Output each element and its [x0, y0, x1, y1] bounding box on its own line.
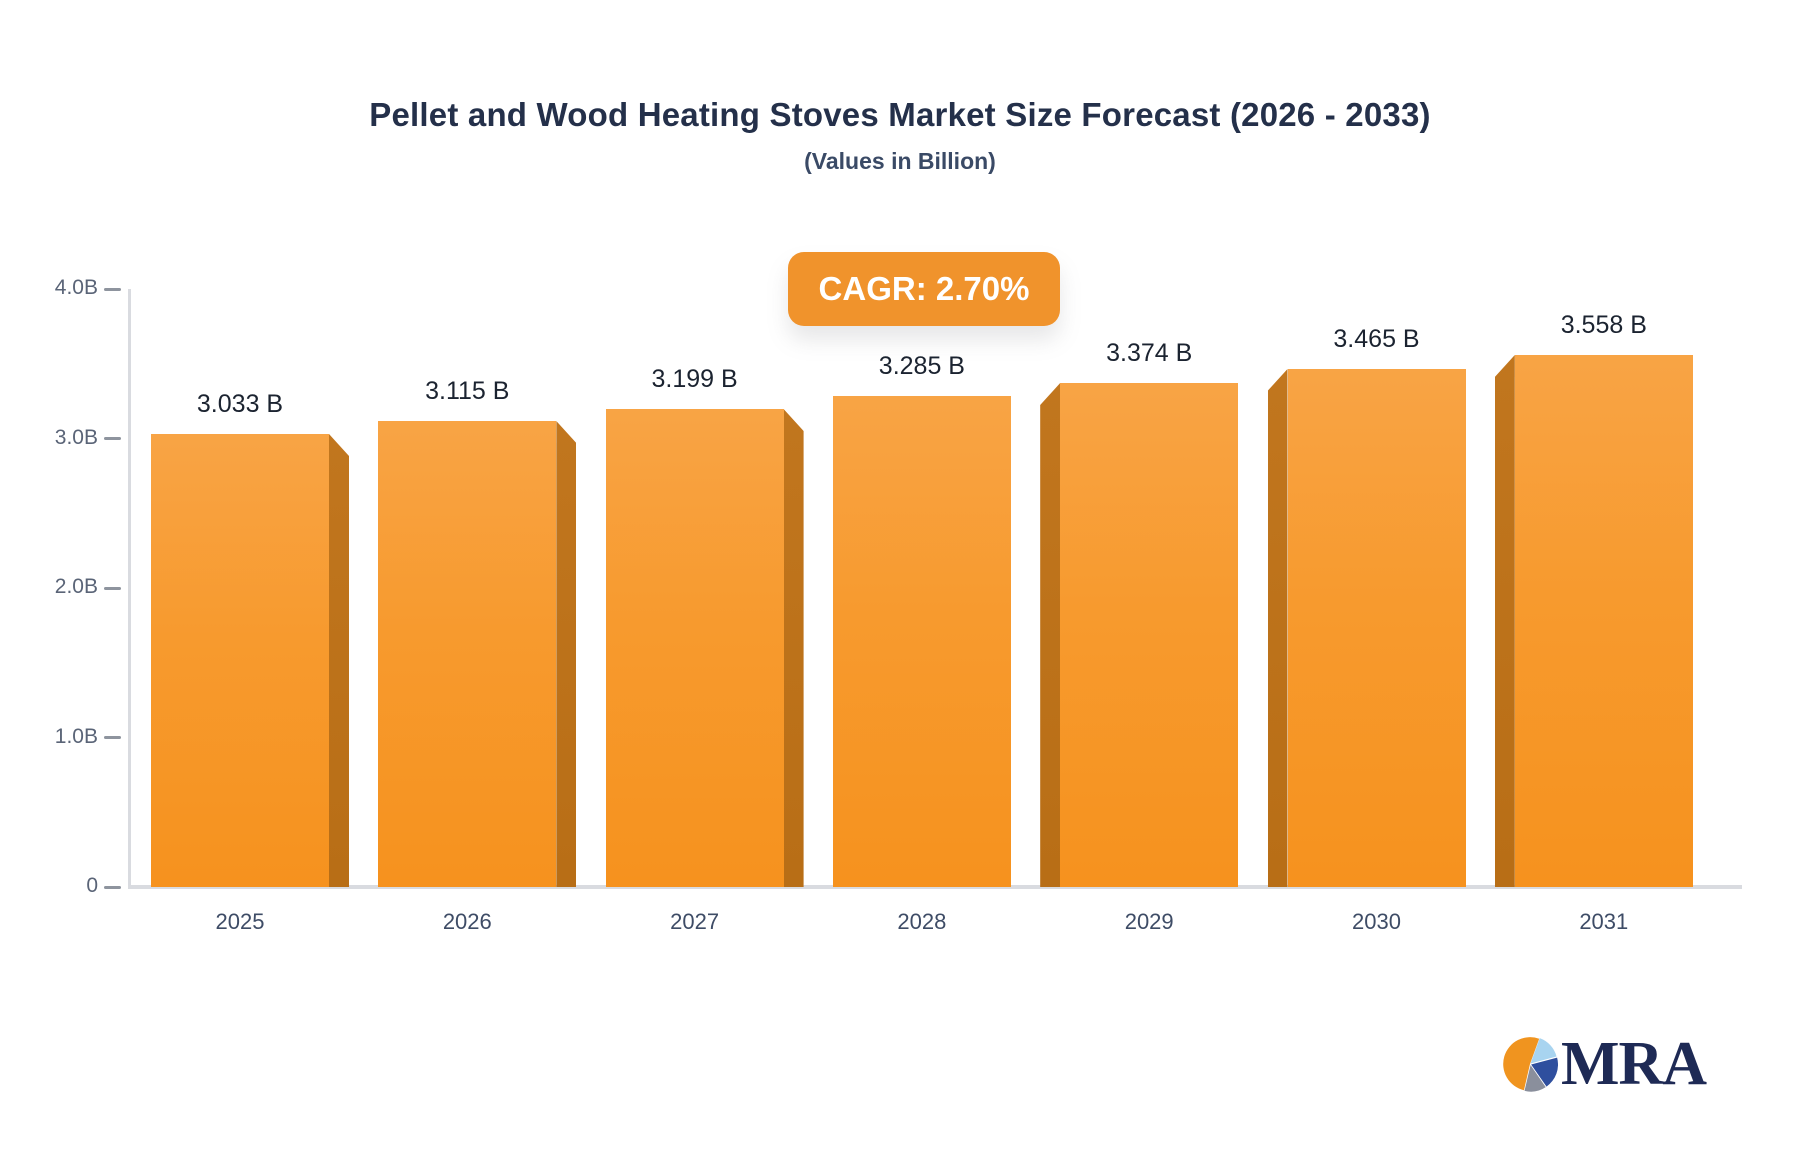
- y-tick-label: 4.0B: [54, 276, 98, 299]
- chart-title: Pellet and Wood Heating Stoves Market Si…: [369, 96, 1431, 133]
- x-category-label: 2028: [897, 909, 947, 934]
- bar-value-label: 3.115 B: [425, 377, 510, 405]
- y-tick-mark: [104, 736, 121, 739]
- bar-side-3d: [556, 421, 577, 887]
- pie-chart-logo-icon: [1503, 1037, 1558, 1092]
- brand-logo-text: MRA: [1561, 1030, 1707, 1098]
- y-tick-mark: [104, 437, 121, 440]
- cagr-badge: CAGR: 2.70%: [788, 252, 1060, 326]
- chart-subtitle: (Values in Billion): [804, 148, 996, 174]
- y-tick-label: 3.0B: [54, 425, 98, 449]
- bar-side-3d: [1494, 355, 1515, 887]
- x-category-label: 2029: [1124, 909, 1174, 934]
- bar-2030: [1267, 369, 1466, 887]
- bar-face: [1060, 383, 1239, 887]
- bar-2031: [1494, 355, 1693, 887]
- bar-face: [1514, 355, 1693, 887]
- pie-slice-orange: [1503, 1037, 1540, 1091]
- bar-face: [832, 396, 1011, 887]
- bar-value-label: 3.465 B: [1333, 325, 1420, 353]
- x-category-label: 2026: [442, 909, 492, 934]
- bar-value-label: 3.558 B: [1560, 311, 1647, 339]
- bar-2025: [151, 434, 349, 887]
- y-axis-line: [128, 289, 131, 887]
- bar-side-3d: [1267, 369, 1288, 887]
- y-tick-mark: [104, 586, 121, 590]
- bar-2026: [378, 421, 577, 887]
- y-tick-label: 1.0B: [54, 724, 98, 748]
- x-category-label: 2025: [215, 909, 265, 934]
- bar-face: [1287, 369, 1466, 887]
- bar-value-label: 3.374 B: [1106, 339, 1193, 367]
- bar-face: [605, 409, 784, 887]
- bar-face: [151, 434, 329, 887]
- bar-face: [378, 421, 557, 887]
- bar-side-3d: [329, 434, 349, 887]
- x-category-label: 2030: [1352, 909, 1401, 934]
- x-category-label: 2027: [670, 909, 720, 934]
- y-tick-label: 2.0B: [54, 575, 98, 598]
- bar-value-label: 3.199 B: [651, 365, 738, 393]
- pie-slice-darkblue: [1531, 1057, 1558, 1087]
- x-category-label: 2031: [1579, 909, 1629, 934]
- bar-2028: [832, 396, 1011, 887]
- pie-slice-lightblue: [1530, 1038, 1557, 1064]
- pie-slice-gray: [1524, 1065, 1546, 1092]
- bar-value-label: 3.033 B: [196, 390, 284, 418]
- bar-side-3d: [1040, 383, 1061, 887]
- x-axis-line: [128, 885, 1742, 889]
- bar-2027: [605, 409, 804, 887]
- bar-side-3d: [783, 409, 804, 887]
- y-tick-mark: [104, 885, 121, 889]
- brand-logo: MRA: [1502, 1030, 1707, 1098]
- cagr-badge-label: CAGR: 2.70%: [818, 270, 1030, 307]
- bar-value-label: 3.285 B: [878, 352, 965, 380]
- y-tick-mark: [104, 287, 121, 291]
- y-tick-label: 0: [86, 874, 98, 897]
- bar-2029: [1040, 383, 1239, 887]
